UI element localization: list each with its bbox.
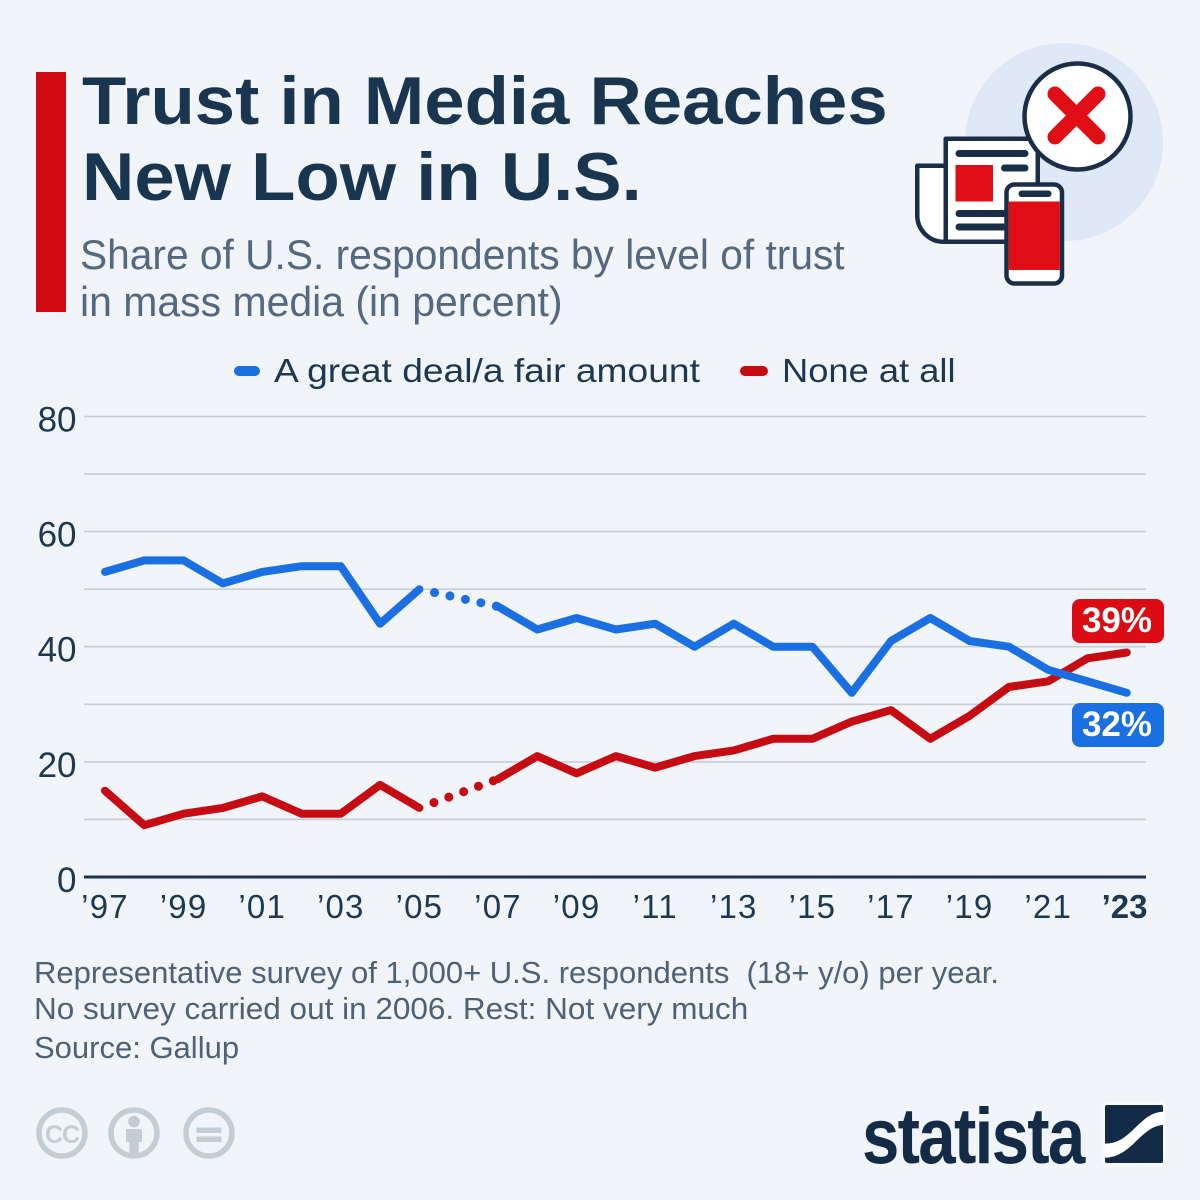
svg-text:’17: ’17 (867, 888, 915, 925)
svg-text:32%: 32% (1082, 705, 1152, 744)
svg-text:’09: ’09 (553, 888, 601, 925)
svg-text:’99: ’99 (160, 888, 208, 925)
svg-text:’13: ’13 (710, 888, 758, 925)
svg-text:60: 60 (38, 516, 77, 555)
svg-text:’03: ’03 (317, 888, 365, 925)
svg-text:CC: CC (45, 1121, 80, 1149)
svg-text:40: 40 (38, 631, 77, 670)
svg-text:0: 0 (57, 861, 76, 900)
svg-text:’11: ’11 (633, 888, 678, 925)
svg-text:’21: ’21 (1024, 888, 1072, 925)
svg-text:20: 20 (38, 746, 77, 785)
svg-text:’05: ’05 (396, 888, 444, 925)
svg-text:’19: ’19 (946, 888, 994, 925)
svg-text:’97: ’97 (81, 888, 129, 925)
svg-text:’15: ’15 (789, 888, 837, 925)
svg-text:80: 80 (38, 401, 77, 440)
svg-text:’23: ’23 (1102, 888, 1148, 925)
svg-text:39%: 39% (1082, 601, 1152, 640)
svg-text:’07: ’07 (474, 888, 522, 925)
svg-text:’01: ’01 (238, 888, 286, 925)
